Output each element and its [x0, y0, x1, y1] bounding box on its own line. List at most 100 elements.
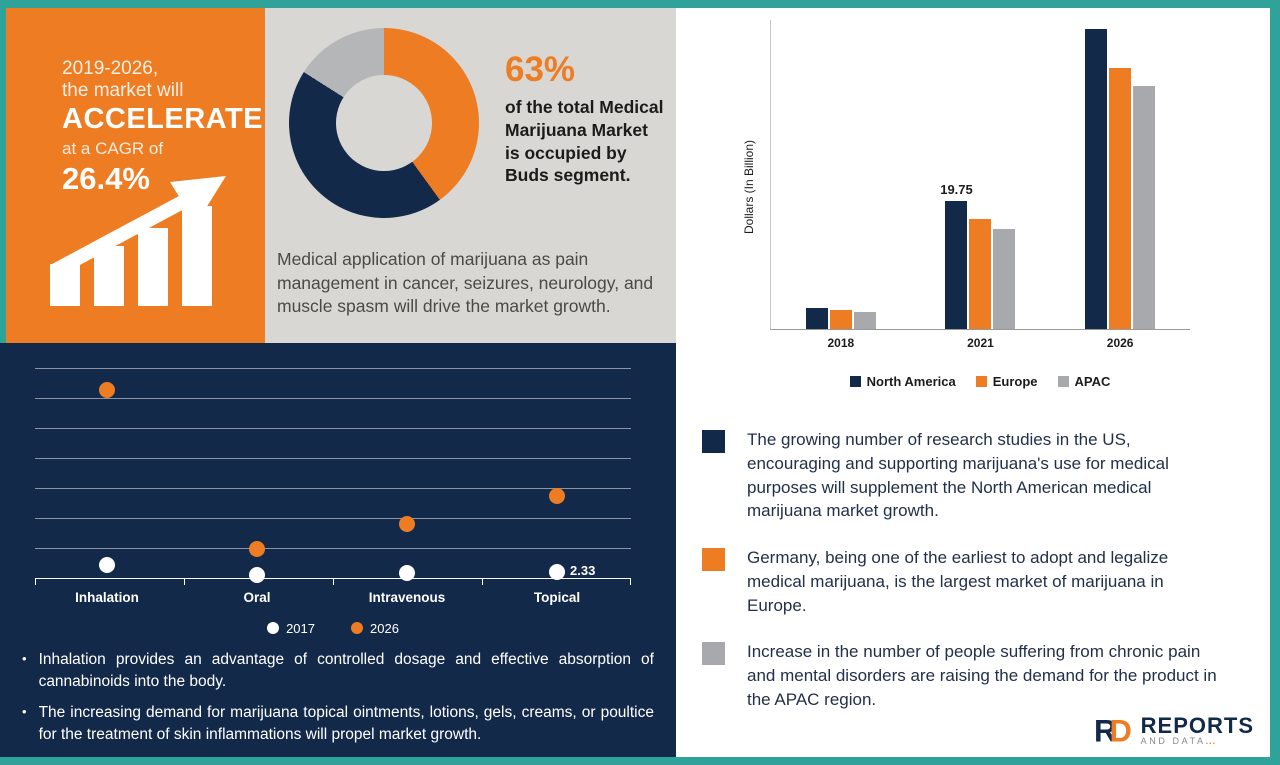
gridline — [35, 428, 631, 429]
dot-chart-panel: Inhalation Oral Intravenous Topical 2.33 201… — [0, 343, 676, 757]
route-bullet-list: • Inhalation provides an advantage of co… — [22, 649, 654, 755]
promo-cagr-value: 26.4% — [62, 161, 150, 197]
gridline — [35, 458, 631, 459]
legend-swatch-apac — [1057, 376, 1069, 387]
axis-tick — [35, 578, 36, 585]
growth-arrow-icon — [50, 176, 226, 306]
region-bullet-north-america: The growing number of research studies i… — [702, 428, 1222, 523]
donut-stat-panel: 63% of the total Medical Marijuana Marke… — [265, 8, 676, 343]
bar-category-label: 2026 — [1106, 336, 1134, 350]
dot-category-label-topical: Topical — [533, 590, 581, 605]
dot-chart-legend: 2017 2026 — [35, 621, 631, 636]
bar-group-2021: 19.75 2021 — [940, 20, 1017, 350]
axis-tick — [482, 578, 483, 585]
pain-management-paragraph: Medical application of marijuana as pain… — [277, 249, 654, 317]
bar-value-label: 19.75 — [940, 182, 973, 197]
bar-chart-legend: North America Europe APAC — [770, 374, 1190, 389]
bullet-text-inhalation: Inhalation provides an advantage of cont… — [38, 651, 654, 690]
legend-swatch-north-america — [849, 376, 861, 387]
promo-line: the market will — [62, 80, 184, 102]
dot-2017-oral — [249, 566, 265, 583]
region-bullet-apac: Increase in the number of people sufferi… — [702, 640, 1222, 711]
promo-accelerate: ACCELERATE — [62, 102, 264, 135]
dot-plot: Inhalation Oral Intravenous Topical 2.33 — [35, 368, 631, 605]
bar-category-label: 2021 — [967, 336, 994, 350]
promo-period: 2019-2026, — [62, 58, 159, 79]
bullet-swatch-apac — [702, 642, 725, 665]
list-item: • Inhalation provides an advantage of co… — [22, 649, 654, 693]
bar-category-label: 2018 — [827, 336, 855, 350]
dot-2017-topical — [549, 563, 565, 580]
legend-item-apac: APAC — [1057, 374, 1111, 389]
logo-text: REPORTS AND DATA... — [1141, 714, 1254, 747]
bullet-swatch-europe — [702, 548, 725, 571]
cagr-promo-box: 2019-2026, the market will ACCELERATE at… — [6, 8, 265, 343]
legend-label-apac: APAC — [1074, 374, 1111, 389]
dot-2026-intravenous — [399, 515, 415, 532]
bar-plot: 2018 19.75 2021 2026 — [770, 20, 1190, 350]
bullet-icon: • — [22, 651, 27, 666]
dot-2017-inhalation — [99, 557, 115, 574]
region-bullet-text: The growing number of research studies i… — [747, 430, 1169, 521]
gridline — [35, 488, 631, 489]
legend-label-north-america: North America — [866, 374, 956, 389]
list-item: • The increasing demand for marijuana to… — [22, 702, 654, 746]
buds-stat-value: 63% — [505, 50, 576, 89]
logo-dots: ... — [1205, 736, 1217, 747]
bar-europe-2021 — [969, 219, 992, 329]
logo-subtitle: AND DATA... — [1140, 736, 1217, 747]
legend-swatch-europe — [975, 376, 987, 387]
bullet-swatch-north-america — [702, 430, 725, 453]
donut-chart — [289, 28, 479, 218]
bar-group-2026: 2026 — [1083, 20, 1157, 350]
bar-apac-2021 — [993, 229, 1016, 329]
bar-chart-ylabel: Dollars (In Billion) — [742, 139, 756, 234]
axis-tick — [333, 578, 334, 585]
bar-north-america-2026 — [1085, 29, 1108, 329]
promo-cagr-label: at a CAGR of — [62, 139, 164, 159]
dot-value-label: 2.33 — [570, 562, 596, 578]
region-bullet-text: Germany, being one of the earliest to ad… — [747, 548, 1169, 615]
bullet-text-topical: The increasing demand for marijuana topi… — [38, 704, 654, 743]
region-bullet-europe: Germany, being one of the earliest to ad… — [702, 546, 1222, 617]
bar-apac-2026 — [1133, 86, 1156, 329]
gridline — [35, 398, 631, 399]
bar-group-2018: 2018 — [804, 20, 878, 350]
legend-label-europe: Europe — [992, 374, 1038, 389]
bar-europe-2026 — [1109, 68, 1132, 329]
bullet-icon: • — [22, 704, 27, 719]
bar-north-america-2018 — [805, 308, 828, 329]
legend-item-north-america: North America — [849, 374, 956, 389]
legend-item-europe: Europe — [975, 374, 1038, 389]
dot-2026-inhalation — [99, 381, 115, 398]
gridline — [35, 368, 631, 369]
buds-stat-caption: of the total Medical Marijuana Market is… — [505, 97, 664, 186]
logo-name: REPORTS — [1140, 713, 1254, 739]
dot-category-label-intravenous: Intravenous — [368, 590, 446, 605]
legend-label-2017: 2017 — [286, 621, 315, 636]
dot-2017-intravenous — [399, 564, 415, 581]
svg-text:D: D — [1109, 714, 1131, 747]
legend-item-2026: 2026 — [351, 621, 399, 636]
axis-tick — [184, 578, 185, 585]
dot-category-label-inhalation: Inhalation — [75, 590, 139, 605]
buds-stat: 63% of the total Medical Marijuana Marke… — [505, 50, 665, 187]
reports-and-data-logo: R D REPORTS AND DATA... — [1094, 714, 1254, 747]
reports-and-data-logo-icon: R D — [1094, 714, 1132, 747]
regional-bar-panel: Dollars (In Billion) 2018 19.75 2021 2026 N… — [676, 8, 1270, 757]
legend-label-2026: 2026 — [370, 621, 399, 636]
bar-north-america-2021: 19.75 — [940, 182, 973, 329]
dot-2026-oral — [249, 540, 265, 557]
dot-category-label-oral: Oral — [243, 590, 271, 605]
bar-europe-2018 — [829, 310, 852, 329]
bar-apac-2018 — [853, 312, 876, 329]
legend-dot-2017 — [267, 622, 280, 634]
svg-text:R: R — [1094, 714, 1116, 747]
gridline — [35, 518, 631, 519]
legend-item-2017: 2017 — [267, 621, 315, 636]
dot-2026-topical — [549, 488, 565, 505]
region-bullet-text: Increase in the number of people sufferi… — [747, 642, 1217, 709]
axis-tick — [630, 578, 631, 585]
cagr-promo-text: 2019-2026, the market will ACCELERATE at… — [62, 58, 263, 197]
